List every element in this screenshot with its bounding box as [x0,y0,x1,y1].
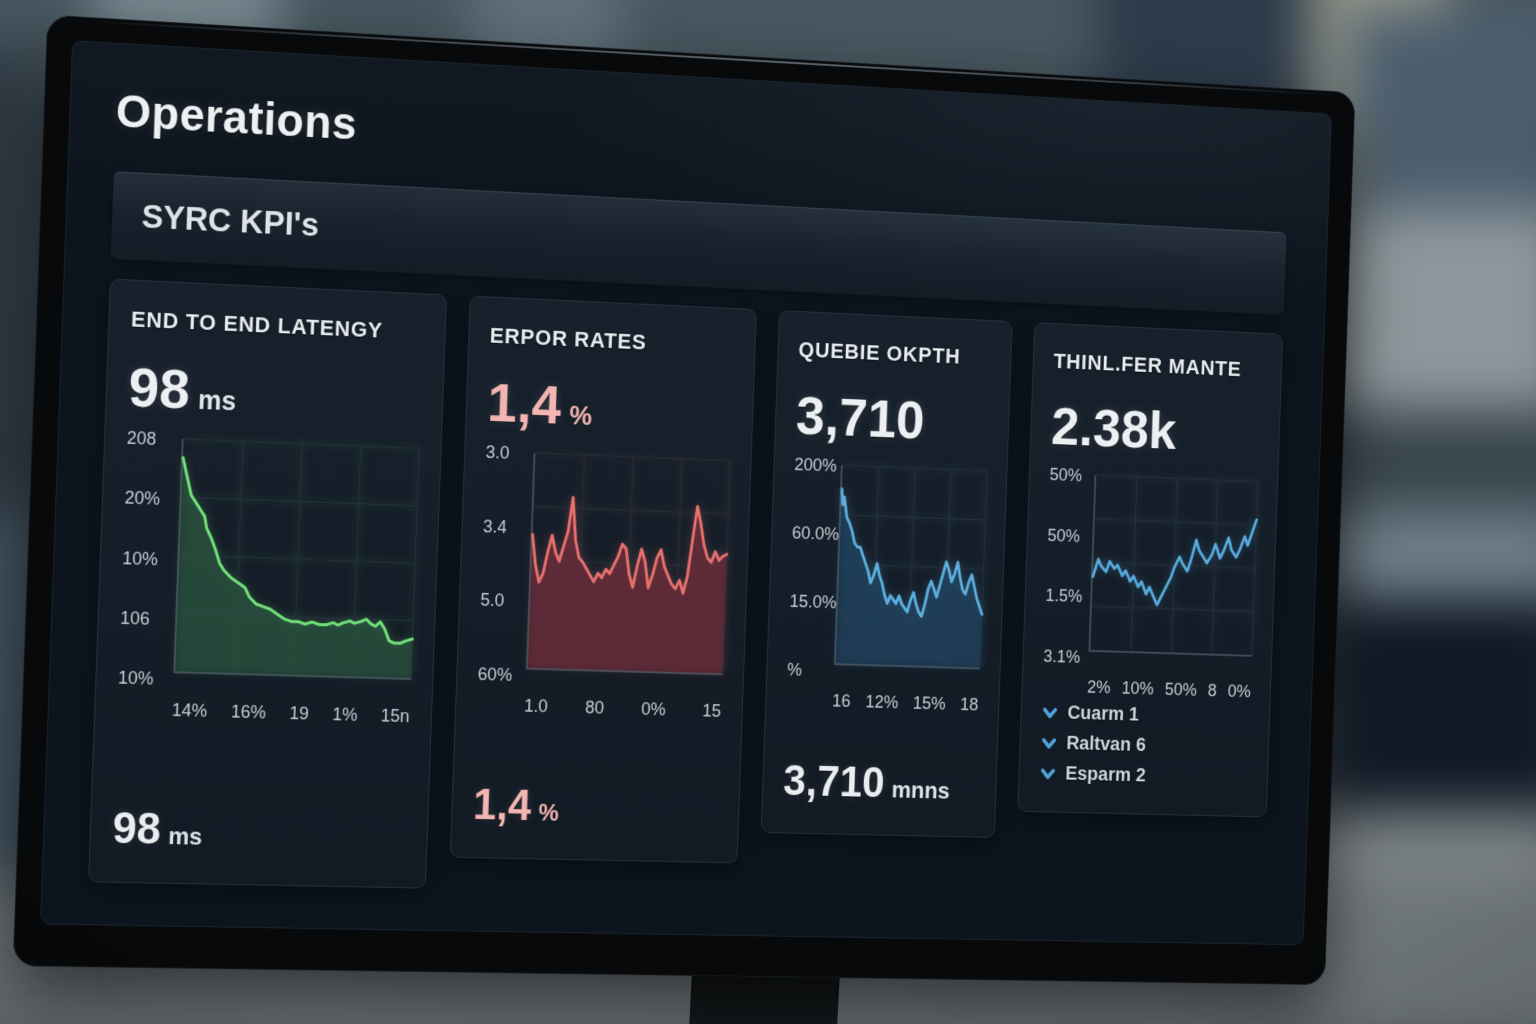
chart-plot-area [1088,475,1258,657]
y-tick-label: % [787,660,826,681]
kpi-value: 98 ms [127,354,422,430]
x-tick-label: 0% [1227,682,1251,702]
y-tick-label: 50% [1049,465,1087,486]
y-axis-labels: 208 20% 10% 106 10% [118,428,182,690]
legend-item-series-2[interactable]: Raltvan 6 [1040,732,1249,759]
y-tick-label: 15.0% [789,591,828,612]
footer-unit: ms [168,823,203,851]
x-tick-label: 15% [913,693,946,714]
y-tick-label: 106 [120,608,168,630]
chart-legend: Cuarm 1 Raltvan 6 Esparm 2 [1039,702,1250,790]
x-tick-label: 19 [289,703,309,724]
kpi-footer-value: 1,4 % [472,781,718,835]
y-tick-label: 10% [118,668,166,690]
queue-depth-chart: 200% 60.0% 15.0%% [787,463,987,685]
y-tick-label: 3.1% [1043,647,1081,668]
kpi-value-number: 98 [127,354,190,421]
legend-item-series-3[interactable]: Esparm 2 [1039,763,1248,790]
chart-plot-area [833,465,986,669]
x-axis-labels: 1.0 80 0% 15 [476,695,721,722]
x-axis-labels: 2% 10% 50% 8 0% [1042,676,1251,702]
x-tick-label: 14% [172,700,208,722]
kpi-cards-row: END TO END LATENGY 98 ms 208 20% 10% 106 10%… [88,279,1283,904]
y-axis-labels: 3.0 3.4 5.0 60% [478,442,534,686]
card-title: QUEBIE OKPTH [798,337,991,371]
y-tick-label: 3.0 [485,442,526,464]
y-axis-labels: 200% 60.0% 15.0%% [787,455,841,682]
kpi-value: 2.38k [1050,394,1260,464]
kpi-value-number: 1,4 [486,370,562,437]
dashboard: Operations SYRC KPI's END TO END LATENGY… [43,41,1331,905]
kpi-value: 1,4 % [486,370,732,443]
card-title: THINL.FER MANTE [1053,349,1262,383]
x-tick-label: 16 [832,691,851,712]
chart-plot-area [173,439,419,680]
legend-item-series-1[interactable]: Cuarm 1 [1041,702,1250,730]
kpi-card-throughput: THINL.FER MANTE 2.38k 50% 50% 1.5% 3.1% 2% 1… [1017,322,1283,817]
x-tick-label: 15n [380,706,410,727]
latency-chart: 208 20% 10% 106 10% [118,437,419,697]
x-axis-labels: 16 12% 15% 18 [786,690,979,716]
y-tick-label: 208 [126,428,174,451]
x-tick-label: 1.0 [524,696,548,717]
y-tick-label: 1.5% [1045,586,1083,607]
chevron-down-icon [1040,734,1058,753]
kpi-footer-value: 98 ms [112,804,406,860]
y-axis-labels: 50% 50% 1.5% 3.1% [1043,465,1095,668]
chart-plot-area [526,453,730,675]
kpi-card-queue-depth: QUEBIE OKPTH 3,710 200% 60.0% 15.0%% 16 12%… [760,310,1012,838]
kpi-value-number: 2.38k [1050,394,1177,461]
legend-label: Raltvan 6 [1066,733,1146,757]
y-tick-label: 10% [122,548,170,570]
footer-number: 3,710 [783,757,886,808]
y-tick-label: 5.0 [480,590,521,612]
x-tick-label: 1% [332,704,358,725]
card-title: END TO END LATENGY [131,307,424,346]
x-tick-label: 16% [230,702,266,724]
photo-of-monitor-scene: Operations SYRC KPI's END TO END LATENGY… [0,0,1536,1024]
kpi-value-unit: % [569,401,593,432]
kpi-card-error-rates: ERPOR RATES 1,4 % 3.0 3.4 5.0 60% 1.0 80 0% 15… [449,296,756,864]
legend-label: Esparm 2 [1065,763,1146,787]
y-tick-label: 50% [1047,525,1085,546]
x-tick-label: 2% [1087,677,1111,698]
kpi-value: 3,710 [795,383,989,453]
y-tick-label: 60% [478,664,519,686]
kpi-value-number: 3,710 [795,383,925,451]
throughput-chart: 50% 50% 1.5% 3.1% [1043,473,1258,672]
kpi-value-unit: ms [198,385,237,417]
kpi-footer-value: 3,710 mnns [783,757,977,810]
x-tick-label: 12% [865,692,899,713]
y-tick-label: 200% [794,455,833,477]
x-tick-label: 18 [960,695,979,716]
chevron-down-icon [1039,765,1057,784]
kpi-card-latency: END TO END LATENGY 98 ms 208 20% 10% 106 10%… [88,279,447,889]
x-tick-label: 15 [702,701,721,722]
x-tick-label: 0% [641,699,666,720]
footer-unit: % [538,800,559,828]
footer-number: 98 [112,804,162,855]
x-axis-labels: 14% 16% 19 1% 15n [117,699,410,728]
y-tick-label: 3.4 [483,516,524,538]
footer-number: 1,4 [472,781,532,831]
legend-label: Cuarm 1 [1067,702,1139,726]
error-rates-chart: 3.0 3.4 5.0 60% [478,451,730,692]
chevron-down-icon [1041,704,1059,723]
x-tick-label: 50% [1164,680,1197,701]
x-tick-label: 8 [1207,681,1217,701]
kpi-section-label: SYRC KPI's [141,198,320,244]
x-tick-label: 10% [1121,678,1154,699]
y-tick-label: 20% [124,488,172,511]
monitor-bezel: Operations SYRC KPI's END TO END LATENGY… [13,15,1356,985]
x-tick-label: 80 [585,698,605,719]
monitor-screen: Operations SYRC KPI's END TO END LATENGY… [40,40,1332,945]
y-tick-label: 60.0% [792,523,831,545]
footer-unit: mnns [891,777,950,805]
card-title: ERPOR RATES [490,323,735,359]
